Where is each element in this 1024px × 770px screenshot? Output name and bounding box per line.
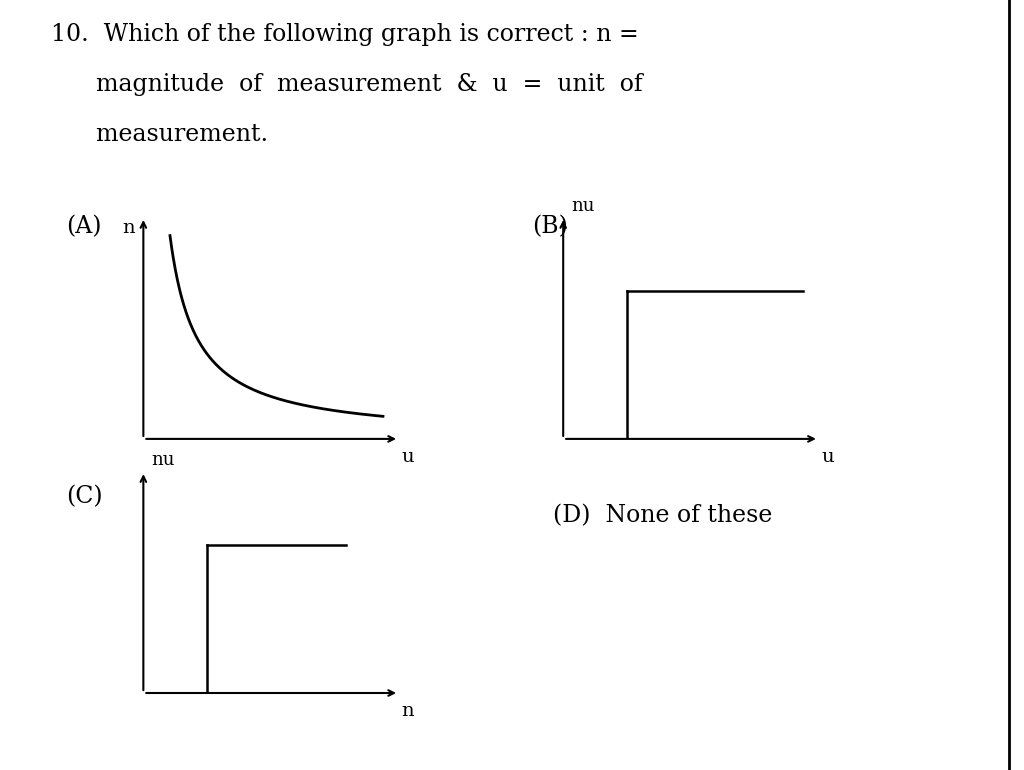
Text: (B): (B) (532, 216, 568, 239)
Text: magnitude  of  measurement  &  u  =  unit  of: magnitude of measurement & u = unit of (51, 73, 643, 96)
Text: (A): (A) (67, 216, 102, 239)
Text: measurement.: measurement. (51, 123, 268, 146)
Text: n: n (401, 702, 415, 720)
Text: (C): (C) (67, 485, 103, 508)
Text: n: n (123, 219, 135, 237)
Text: u: u (821, 448, 835, 466)
Text: nu: nu (152, 451, 175, 469)
Text: 10.  Which of the following graph is correct : n =: 10. Which of the following graph is corr… (51, 23, 639, 46)
Text: (D)  None of these: (D) None of these (553, 504, 772, 527)
Text: nu: nu (571, 197, 595, 215)
Text: u: u (401, 448, 415, 466)
